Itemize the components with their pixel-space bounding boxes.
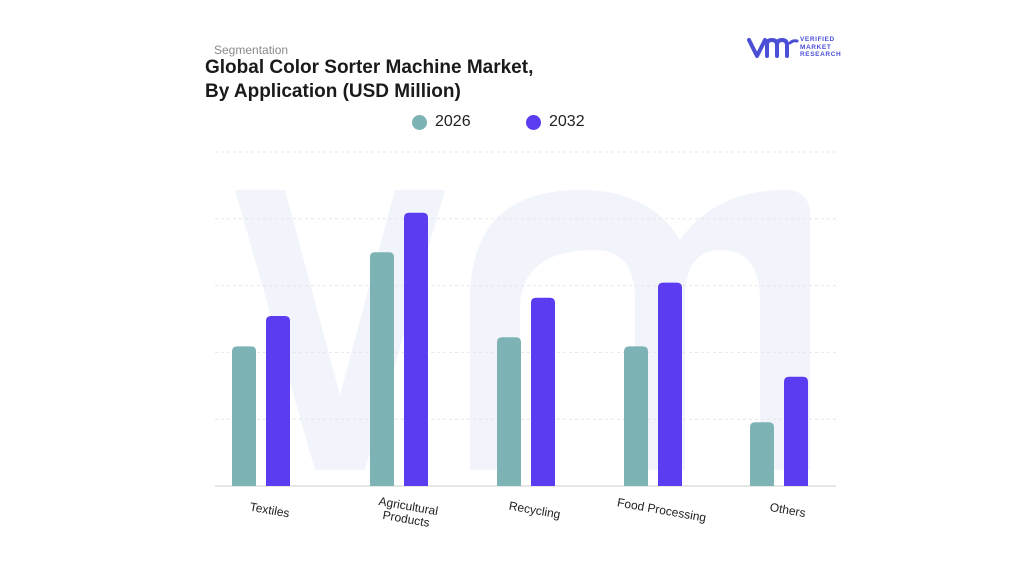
logo-line-1: VERIFIED [800,36,835,43]
legend-label-2032: 2032 [549,113,585,130]
watermark-logo-icon [235,190,810,470]
bar-2032-4 [784,376,808,486]
legend-swatch-2032 [526,114,541,130]
chart-title-line-1: Global Color Sorter Machine Market, [205,57,534,78]
x-tick-label-1: AgriculturalProducts [375,494,439,531]
bar-2032-1 [404,212,428,486]
bar-2026-0 [232,346,256,486]
chart-title-line-2: By Application (USD Million) [205,81,461,102]
vmr-logo-text: VERIFIED MARKET RESEARCH [800,36,841,59]
legend-item-2032: 2032 [526,111,585,133]
logo-line-3: RESEARCH [800,51,842,58]
legend-label-2026: 2026 [435,113,471,130]
x-tick-label-0: Textiles [249,500,291,521]
segmentation-label: Segmentation [214,43,289,57]
x-tick-label-3: Food Processing [616,495,707,524]
logo-line-2: MARKET [800,43,832,51]
legend-item-2026: 2026 [412,111,471,133]
legend-swatch-2026 [412,114,427,130]
bar-2026-4 [750,422,774,486]
bar-2026-2 [497,337,521,486]
bar-2026-3 [624,346,648,486]
bar-2032-3 [658,282,682,486]
bar-2032-0 [266,315,290,486]
bar-2026-1 [370,252,394,486]
x-tick-label-2: Recycling [508,499,562,522]
bar-2032-2 [531,297,555,486]
vmr-logo-icon [747,38,799,58]
chart-title: Global Color Sorter Machine Market, By A… [205,56,625,104]
x-tick-label-4: Others [769,500,807,520]
